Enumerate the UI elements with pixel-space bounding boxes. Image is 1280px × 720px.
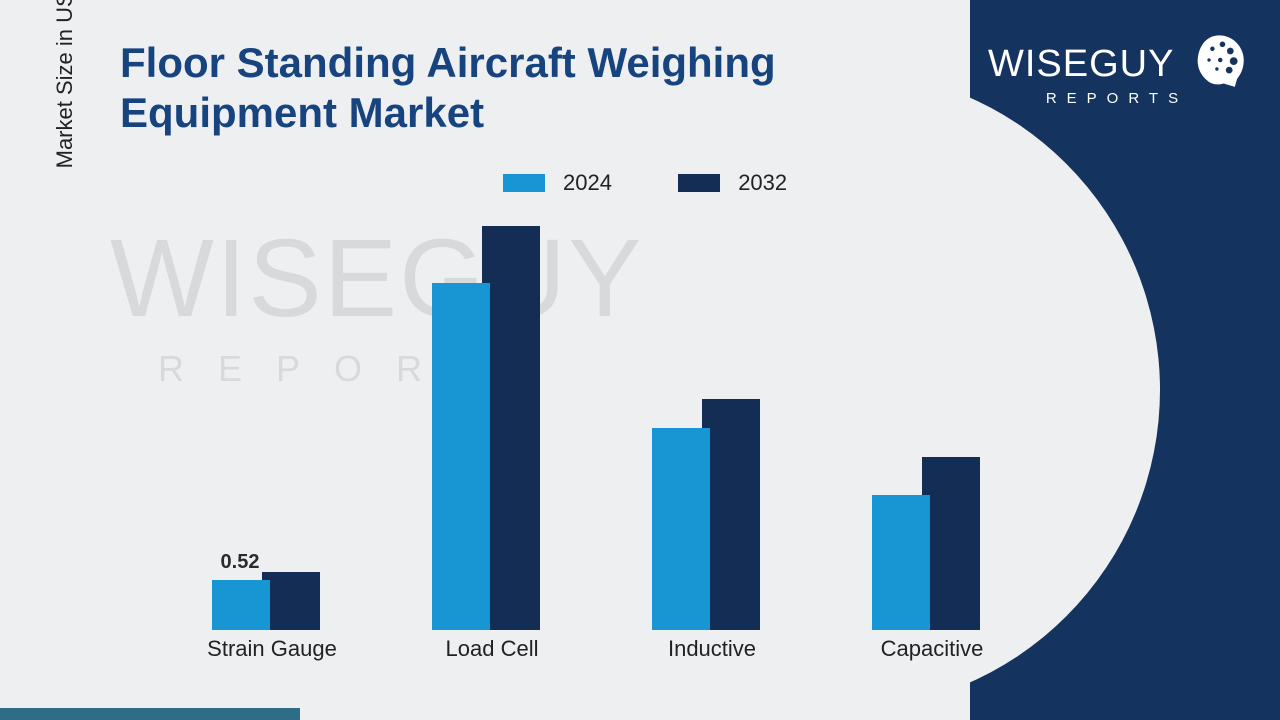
- bottom-accent-strip: [0, 708, 300, 720]
- legend-label-2032: 2032: [738, 170, 787, 195]
- bar-value-label: 0.52: [221, 551, 260, 574]
- bar-group: Inductive: [640, 216, 790, 630]
- brand-sub: REPORTS: [988, 90, 1246, 107]
- bar-group: Load Cell: [420, 216, 570, 630]
- chart-legend: 2024 2032: [340, 170, 950, 196]
- bar-2032: [702, 399, 760, 630]
- legend-swatch-2032: [678, 174, 720, 192]
- bar-2024: [872, 495, 930, 630]
- category-label: Capacitive: [852, 636, 1012, 661]
- bar-group: Strain Gauge0.52: [200, 216, 350, 630]
- bar-2024: [652, 428, 710, 630]
- brand-logo: WISEGUY REPORTS: [988, 32, 1246, 107]
- plot-area: Strain Gauge0.52Load CellInductiveCapaci…: [130, 216, 950, 630]
- bar-2024: [432, 283, 490, 630]
- legend-label-2024: 2024: [563, 170, 612, 195]
- bar-2024: [212, 580, 270, 630]
- y-axis-label: Market Size in USD Billion: [52, 0, 78, 250]
- bar-2032: [482, 226, 540, 630]
- legend-item-2024: 2024: [503, 170, 612, 196]
- brand-head-icon: [1190, 32, 1246, 88]
- brand-word-a: WISE: [988, 43, 1089, 85]
- bar-chart: Market Size in USD Billion 2024 2032 Str…: [60, 170, 950, 690]
- bar-group: Capacitive: [860, 216, 1010, 630]
- bar-2032: [262, 572, 320, 630]
- chart-title: Floor Standing Aircraft Weighing Equipme…: [120, 38, 820, 137]
- legend-item-2032: 2032: [678, 170, 787, 196]
- category-label: Load Cell: [412, 636, 572, 661]
- brand-word-b: GUY: [1089, 43, 1174, 85]
- bar-2032: [922, 457, 980, 630]
- report-canvas: WISEGUY REPORTS Floor Standing Aircraft …: [0, 0, 1280, 720]
- category-label: Strain Gauge: [192, 636, 352, 661]
- category-label: Inductive: [632, 636, 792, 661]
- legend-swatch-2024: [503, 174, 545, 192]
